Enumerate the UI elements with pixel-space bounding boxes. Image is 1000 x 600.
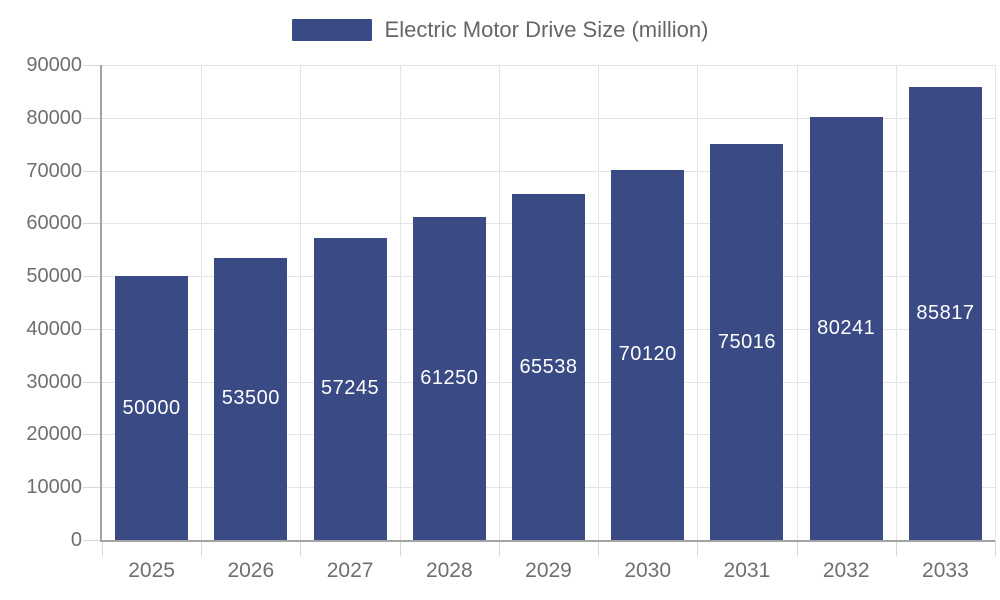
gridline-vertical — [796, 65, 798, 540]
bar-value-label: 50000 — [122, 396, 181, 419]
y-axis-tick — [83, 540, 101, 541]
gridline-vertical — [697, 65, 699, 540]
bar-2029[interactable]: 65538 — [512, 194, 585, 540]
gridline-vertical — [995, 65, 996, 540]
y-axis-tick — [83, 434, 101, 436]
x-axis-label: 2028 — [425, 559, 473, 582]
gridline-horizontal — [102, 170, 995, 172]
x-axis-label: 2032 — [822, 559, 870, 582]
y-axis-tick — [83, 328, 101, 330]
y-axis-label: 90000 — [26, 54, 82, 76]
bar-2032[interactable]: 80241 — [809, 116, 883, 540]
bar-2031[interactable]: 75016 — [710, 144, 784, 540]
x-axis-tick — [995, 540, 996, 556]
bar-value-label: 75016 — [717, 330, 776, 353]
gridline-vertical — [399, 65, 401, 540]
bar-2033[interactable]: 85817 — [908, 87, 982, 540]
bar-2027[interactable]: 57245 — [313, 237, 387, 540]
bar-value-label: 65538 — [519, 355, 578, 378]
legend-swatch — [291, 19, 372, 41]
y-axis-tick — [83, 381, 101, 383]
bar-value-label: 57245 — [321, 377, 380, 400]
y-axis-tick — [83, 170, 101, 172]
x-axis-tick — [399, 540, 401, 556]
gridline-vertical — [895, 65, 897, 540]
y-axis-tick — [83, 223, 101, 225]
x-axis-tick — [300, 540, 302, 556]
bar-value-label: 70120 — [618, 343, 677, 366]
x-axis-tick — [796, 540, 798, 556]
x-axis-tick — [598, 540, 600, 556]
legend-label: Electric Motor Drive Size (million) — [384, 17, 709, 42]
y-axis-label: 70000 — [26, 159, 82, 182]
x-axis-label: 2033 — [922, 559, 969, 582]
bar-value-label: 61250 — [420, 366, 479, 389]
y-axis-label: 80000 — [26, 106, 82, 129]
gridline-vertical — [201, 65, 203, 540]
x-axis-tick — [102, 540, 103, 556]
y-axis-label: 0 — [70, 529, 82, 551]
y-axis-tick — [83, 487, 101, 489]
gridline-vertical — [498, 65, 500, 540]
bar-2026[interactable]: 53500 — [214, 257, 288, 540]
x-axis-tick — [697, 540, 699, 556]
gridline-vertical — [598, 65, 600, 540]
y-axis-label: 50000 — [26, 265, 82, 288]
x-axis-label: 2027 — [326, 559, 374, 582]
x-axis-tick — [498, 540, 500, 556]
y-axis-label: 30000 — [26, 370, 82, 393]
y-axis-tick — [83, 65, 101, 66]
x-axis-line — [100, 540, 995, 542]
y-axis-label: 40000 — [26, 317, 82, 340]
y-axis-line — [100, 65, 102, 540]
bar-2030[interactable]: 70120 — [611, 169, 685, 540]
gridline-vertical — [300, 65, 302, 540]
bar-2028[interactable]: 61250 — [412, 216, 486, 540]
y-axis-label: 20000 — [26, 423, 82, 446]
legend-item[interactable]: Electric Motor Drive Size (million) — [0, 18, 1000, 42]
gridline-horizontal — [102, 65, 995, 66]
x-axis-label: 2029 — [525, 559, 572, 582]
x-axis-label: 2031 — [723, 559, 771, 582]
bar-value-label: 53500 — [221, 387, 280, 410]
x-axis-label: 2030 — [624, 559, 672, 582]
gridline-horizontal — [102, 117, 995, 119]
x-axis-tick — [201, 540, 203, 556]
bar-value-label: 80241 — [817, 316, 876, 339]
y-axis-tick — [83, 276, 101, 278]
x-axis-tick — [895, 540, 897, 556]
y-axis-tick — [83, 117, 101, 119]
y-axis-label: 10000 — [26, 476, 82, 499]
bar-2025[interactable]: 50000 — [115, 276, 189, 540]
x-axis-label: 2025 — [128, 559, 175, 582]
x-axis-label: 2026 — [227, 559, 275, 582]
bar-value-label: 85817 — [916, 302, 975, 325]
y-axis-label: 60000 — [26, 212, 82, 235]
